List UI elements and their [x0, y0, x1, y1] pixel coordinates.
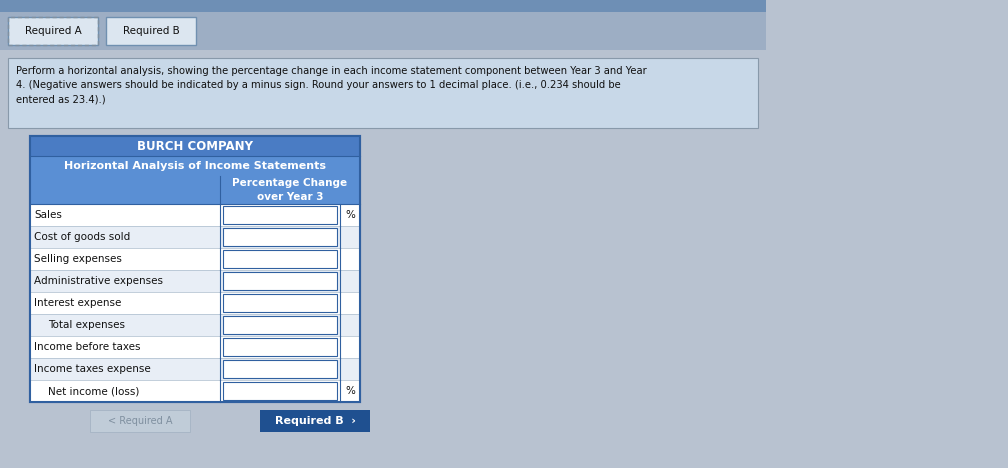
Text: Sales: Sales: [34, 210, 61, 220]
Bar: [30, 292, 360, 314]
Bar: [223, 250, 337, 268]
Text: Net income (loss): Net income (loss): [48, 386, 139, 396]
Bar: [223, 272, 337, 290]
Bar: [30, 176, 360, 204]
Text: Percentage Change
over Year 3: Percentage Change over Year 3: [233, 178, 348, 202]
Text: Cost of goods sold: Cost of goods sold: [34, 232, 130, 242]
Text: Required B: Required B: [123, 26, 179, 36]
Bar: [30, 380, 360, 402]
Bar: [0, 0, 766, 14]
Bar: [30, 136, 360, 402]
Text: Perform a horizontal analysis, showing the percentage change in each income stat: Perform a horizontal analysis, showing t…: [16, 66, 647, 105]
Bar: [260, 410, 370, 432]
Bar: [30, 226, 360, 248]
Text: Selling expenses: Selling expenses: [34, 254, 122, 264]
Bar: [223, 360, 337, 378]
Bar: [8, 17, 98, 45]
Text: BURCH COMPANY: BURCH COMPANY: [137, 139, 253, 153]
Bar: [0, 12, 766, 50]
Bar: [30, 270, 360, 292]
Text: Horizontal Analysis of Income Statements: Horizontal Analysis of Income Statements: [64, 161, 326, 171]
Bar: [223, 338, 337, 356]
Text: Required B  ›: Required B ›: [274, 416, 356, 426]
Bar: [106, 17, 196, 45]
Bar: [30, 156, 360, 176]
Bar: [90, 410, 190, 432]
Bar: [30, 136, 360, 156]
Text: Income taxes expense: Income taxes expense: [34, 364, 151, 374]
Bar: [223, 206, 337, 224]
Bar: [30, 314, 360, 336]
Bar: [30, 358, 360, 380]
Bar: [30, 136, 360, 402]
Text: Required A: Required A: [24, 26, 82, 36]
Bar: [223, 316, 337, 334]
Text: %: %: [345, 210, 355, 220]
Bar: [223, 382, 337, 400]
Bar: [8, 58, 758, 128]
Bar: [30, 248, 360, 270]
Text: Administrative expenses: Administrative expenses: [34, 276, 163, 286]
Text: < Required A: < Required A: [108, 416, 172, 426]
Bar: [30, 204, 360, 226]
Bar: [8, 17, 98, 45]
Bar: [30, 336, 360, 358]
Text: Interest expense: Interest expense: [34, 298, 121, 308]
Bar: [223, 294, 337, 312]
Text: Income before taxes: Income before taxes: [34, 342, 140, 352]
Bar: [223, 228, 337, 246]
Text: Total expenses: Total expenses: [48, 320, 125, 330]
Text: %: %: [345, 386, 355, 396]
